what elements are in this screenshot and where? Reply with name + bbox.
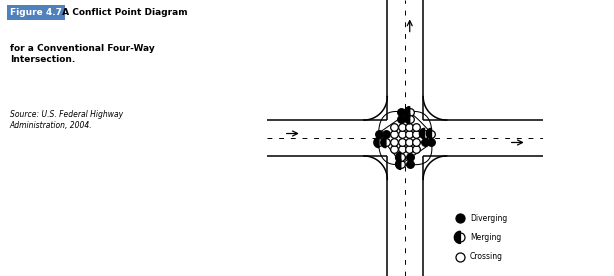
Text: Crossing: Crossing <box>470 252 503 261</box>
Polygon shape <box>405 113 410 124</box>
Text: Figure 4.7: Figure 4.7 <box>10 8 62 17</box>
Text: A Conflict Point Diagram: A Conflict Point Diagram <box>59 8 187 17</box>
Polygon shape <box>419 128 424 139</box>
Text: Diverging: Diverging <box>470 214 507 222</box>
Polygon shape <box>395 159 401 169</box>
Polygon shape <box>405 107 410 117</box>
Polygon shape <box>395 152 401 163</box>
Polygon shape <box>426 128 432 139</box>
Text: Source: U.S. Federal Highway
Administration, 2004.: Source: U.S. Federal Highway Administrat… <box>10 110 123 130</box>
Polygon shape <box>374 137 379 148</box>
Polygon shape <box>454 231 460 243</box>
Text: for a Conventional Four-Way
Intersection.: for a Conventional Four-Way Intersection… <box>10 44 155 63</box>
Text: Merging: Merging <box>470 233 502 242</box>
Polygon shape <box>381 137 386 148</box>
